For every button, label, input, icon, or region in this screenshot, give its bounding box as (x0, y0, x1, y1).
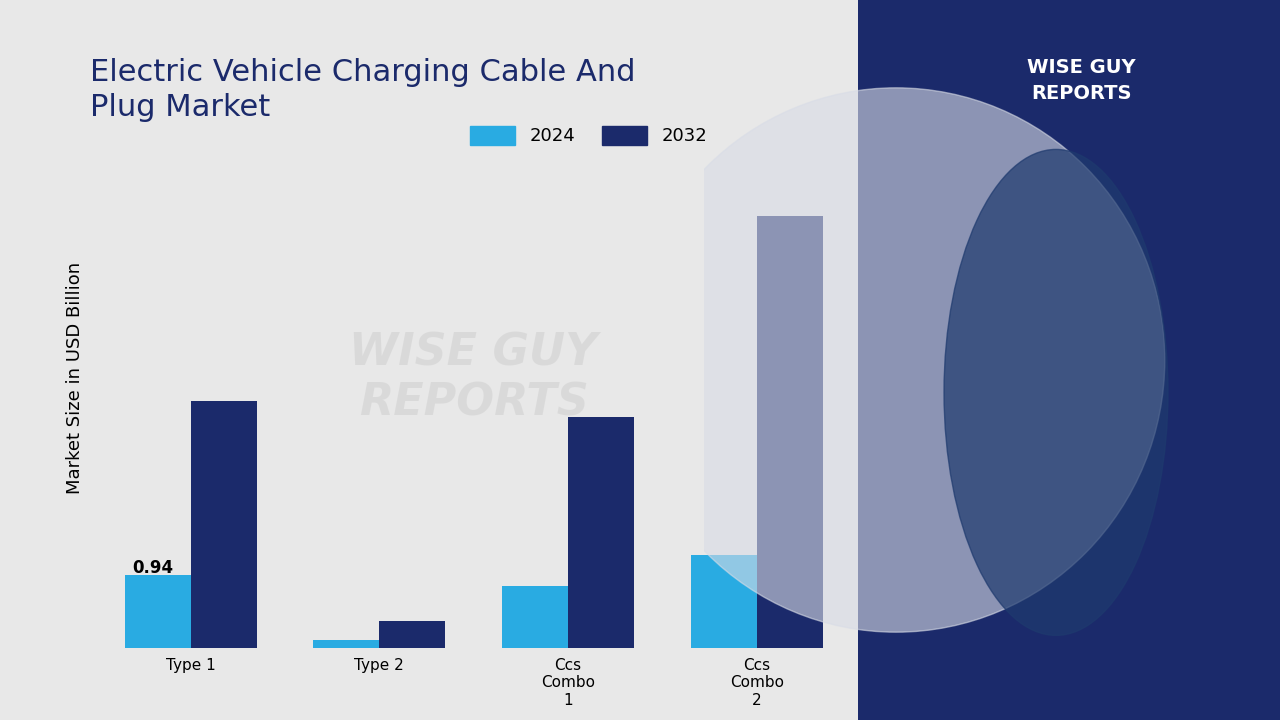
Bar (502, 586, 568, 648)
Bar (379, 621, 445, 648)
Bar (756, 216, 823, 648)
Legend: 2024, 2032: 2024, 2032 (461, 117, 717, 154)
Circle shape (627, 88, 1165, 632)
Text: 0.94: 0.94 (133, 559, 174, 577)
Text: Electric Vehicle Charging Cable And
Plug Market: Electric Vehicle Charging Cable And Plug… (90, 58, 635, 122)
Text: WISE GUY
REPORTS: WISE GUY REPORTS (349, 332, 598, 424)
Ellipse shape (945, 149, 1169, 635)
Y-axis label: Market Size in USD Billion: Market Size in USD Billion (67, 262, 84, 494)
Bar (314, 640, 379, 648)
Bar (191, 401, 256, 648)
Text: WISE GUY
REPORTS: WISE GUY REPORTS (1028, 58, 1135, 103)
Bar (691, 555, 756, 648)
Bar (568, 417, 634, 648)
Bar (124, 575, 191, 648)
